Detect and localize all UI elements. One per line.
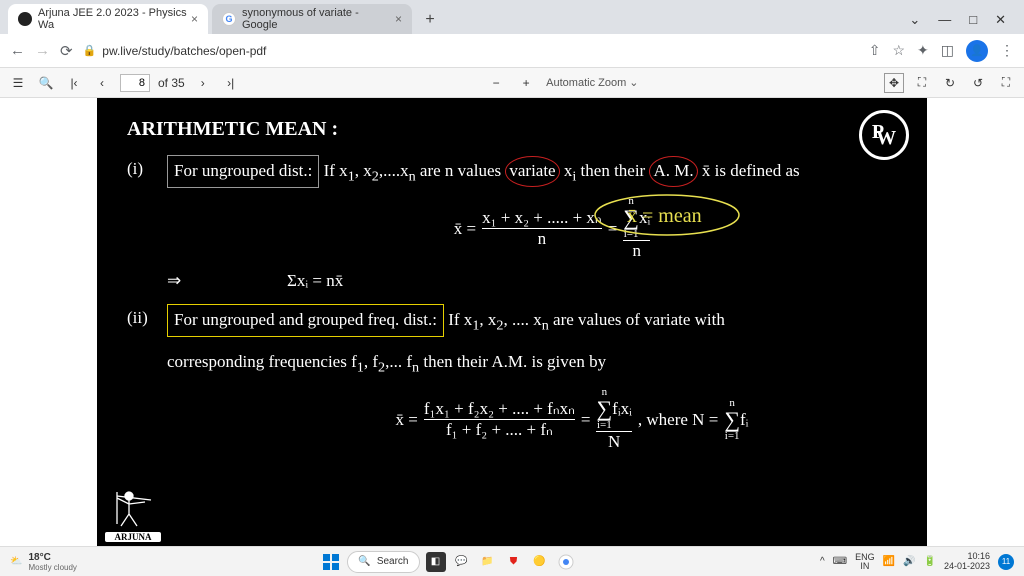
forward-button[interactable]: → — [35, 42, 50, 59]
taskbar-app-icon[interactable]: 🟡 — [530, 552, 550, 572]
tab-title: synonymous of variate - Google — [242, 7, 395, 31]
tab-close-icon[interactable]: × — [395, 12, 402, 26]
start-button[interactable] — [321, 552, 341, 572]
taskbar-app-icon[interactable]: ⛊ — [504, 552, 524, 572]
close-button[interactable]: ✕ — [995, 12, 1006, 28]
new-tab-button[interactable]: + — [416, 6, 444, 34]
arjuna-logo: ARJUNA — [105, 486, 161, 542]
page-prev-icon[interactable]: ‹ — [92, 73, 112, 93]
tab-title: Arjuna JEE 2.0 2023 - Physics Wa — [38, 7, 191, 31]
menu-icon[interactable]: ⋮ — [1000, 42, 1014, 59]
item-2: (ii) For ungrouped and grouped freq. dis… — [127, 304, 897, 379]
back-button[interactable]: ← — [10, 42, 25, 59]
zoom-out-button[interactable]: − — [486, 73, 506, 93]
item-number: (i) — [127, 155, 167, 188]
minimize-button[interactable]: — — [938, 12, 951, 28]
item-1: (i) For ungrouped dist.: If x1, x2,....x… — [127, 155, 897, 188]
rotate-ccw-icon[interactable]: ↺ — [968, 73, 988, 93]
pw-logo: PW — [859, 110, 909, 160]
weather-widget[interactable]: ⛅ 18°C Mostly cloudy — [10, 552, 77, 572]
chevron-down-icon[interactable]: ⌄ — [909, 12, 920, 28]
window-controls: ⌄ — □ ✕ — [909, 12, 1016, 34]
task-view-icon[interactable]: ◧ — [426, 552, 446, 572]
zoom-select[interactable]: Automatic Zoom ⌄ — [546, 76, 638, 89]
boxed-label: For ungrouped and grouped freq. dist.: — [167, 304, 444, 337]
system-tray: ^ ⌨ ENG IN 📶 🔊 🔋 10:16 24-01-2023 11 — [820, 552, 1014, 572]
taskbar-app-icon[interactable]: 📁 — [478, 552, 498, 572]
url-text: pw.live/study/batches/open-pdf — [102, 44, 266, 58]
notification-badge[interactable]: 11 — [998, 554, 1014, 570]
circled-word: A. M. — [649, 156, 697, 187]
star-icon[interactable]: ☆ — [892, 42, 905, 59]
taskbar: ⛅ 18°C Mostly cloudy 🔍 Search ◧ 💬 📁 ⛊ 🟡 … — [0, 546, 1024, 576]
page-first-icon[interactable]: |‹ — [64, 73, 84, 93]
battery-icon[interactable]: 🔋 — [924, 556, 936, 567]
search-icon: 🔍 — [358, 556, 370, 567]
annotation-text: x̄ = mean — [627, 205, 702, 227]
tab-active[interactable]: Arjuna JEE 2.0 2023 - Physics Wa × — [8, 4, 208, 34]
formula-1b: ⇒ Σxᵢ = nx̄ — [167, 267, 897, 296]
sidebar-toggle-icon[interactable]: ☰ — [8, 73, 28, 93]
tray-chevron-icon[interactable]: ^ — [820, 556, 825, 567]
rotate-cw-icon[interactable]: ↻ — [940, 73, 960, 93]
handwritten-annotation: x̄ = mean — [587, 190, 757, 240]
wifi-icon[interactable]: 📶 — [883, 556, 895, 567]
address-bar-right: ⇧ ☆ ✦ ◫ 👤 ⋮ — [869, 40, 1014, 62]
url-box[interactable]: 🔒 pw.live/study/batches/open-pdf — [83, 44, 859, 58]
clock[interactable]: 10:16 24-01-2023 — [944, 552, 990, 572]
zoom-in-button[interactable]: + — [516, 73, 536, 93]
maximize-button[interactable]: □ — [969, 12, 977, 28]
boxed-label: For ungrouped dist.: — [167, 155, 319, 188]
share-icon[interactable]: ⇧ — [869, 42, 881, 59]
fullscreen-icon[interactable]: ⛶ — [996, 73, 1016, 93]
tab-favicon: G — [222, 12, 236, 26]
extensions-icon[interactable]: ✦ — [917, 42, 929, 59]
page-last-icon[interactable]: ›| — [221, 73, 241, 93]
weather-icon: ⛅ — [10, 556, 22, 567]
lock-icon: 🔒 — [83, 44, 97, 57]
page-input[interactable] — [120, 74, 150, 92]
page-count-label: of 35 — [158, 76, 185, 90]
formula-2: x̄ = f₁x₁ + f₂x₂ + .... + fₙxₙ f₁ + f₂ +… — [247, 387, 897, 452]
circled-word: variate — [505, 156, 559, 187]
language-indicator[interactable]: ENG IN — [855, 553, 875, 571]
slide-title: ARITHMETIC MEAN : — [127, 118, 897, 141]
keyboard-icon[interactable]: ⌨ — [833, 556, 847, 567]
profile-avatar[interactable]: 👤 — [966, 40, 988, 62]
weather-desc: Mostly cloudy — [28, 563, 76, 572]
volume-icon[interactable]: 🔊 — [903, 556, 915, 567]
move-tool-icon[interactable]: ✥ — [884, 73, 904, 93]
tab-favicon — [18, 12, 32, 26]
tab-close-icon[interactable]: × — [191, 12, 198, 26]
taskbar-app-icon[interactable]: 💬 — [452, 552, 472, 572]
panel-icon[interactable]: ◫ — [941, 42, 954, 59]
reload-button[interactable]: ⟳ — [60, 42, 73, 60]
page-next-icon[interactable]: › — [193, 73, 213, 93]
taskbar-app-icon[interactable] — [556, 552, 576, 572]
formula-1: x̄ = x₁ + x₂ + ..... + xₙ n = n ∑ i=1 xᵢ — [207, 196, 897, 261]
browser-tab-strip: Arjuna JEE 2.0 2023 - Physics Wa × G syn… — [0, 0, 1024, 34]
address-bar: ← → ⟳ 🔒 pw.live/study/batches/open-pdf ⇧… — [0, 34, 1024, 68]
taskbar-center: 🔍 Search ◧ 💬 📁 ⛊ 🟡 — [77, 551, 820, 573]
tab-inactive[interactable]: G synonymous of variate - Google × — [212, 4, 412, 34]
select-tool-icon[interactable]: ⛶ — [912, 73, 932, 93]
item-number: (ii) — [127, 304, 167, 379]
pdf-content: PW ARITHMETIC MEAN : (i) For ungrouped d… — [0, 98, 1024, 546]
temperature: 18°C — [28, 552, 76, 563]
search-box[interactable]: 🔍 Search — [347, 551, 419, 573]
slide: PW ARITHMETIC MEAN : (i) For ungrouped d… — [97, 98, 927, 546]
search-icon[interactable]: 🔍 — [36, 73, 56, 93]
pdf-toolbar: ☰ 🔍 |‹ ‹ of 35 › ›| − + Automatic Zoom ⌄… — [0, 68, 1024, 98]
